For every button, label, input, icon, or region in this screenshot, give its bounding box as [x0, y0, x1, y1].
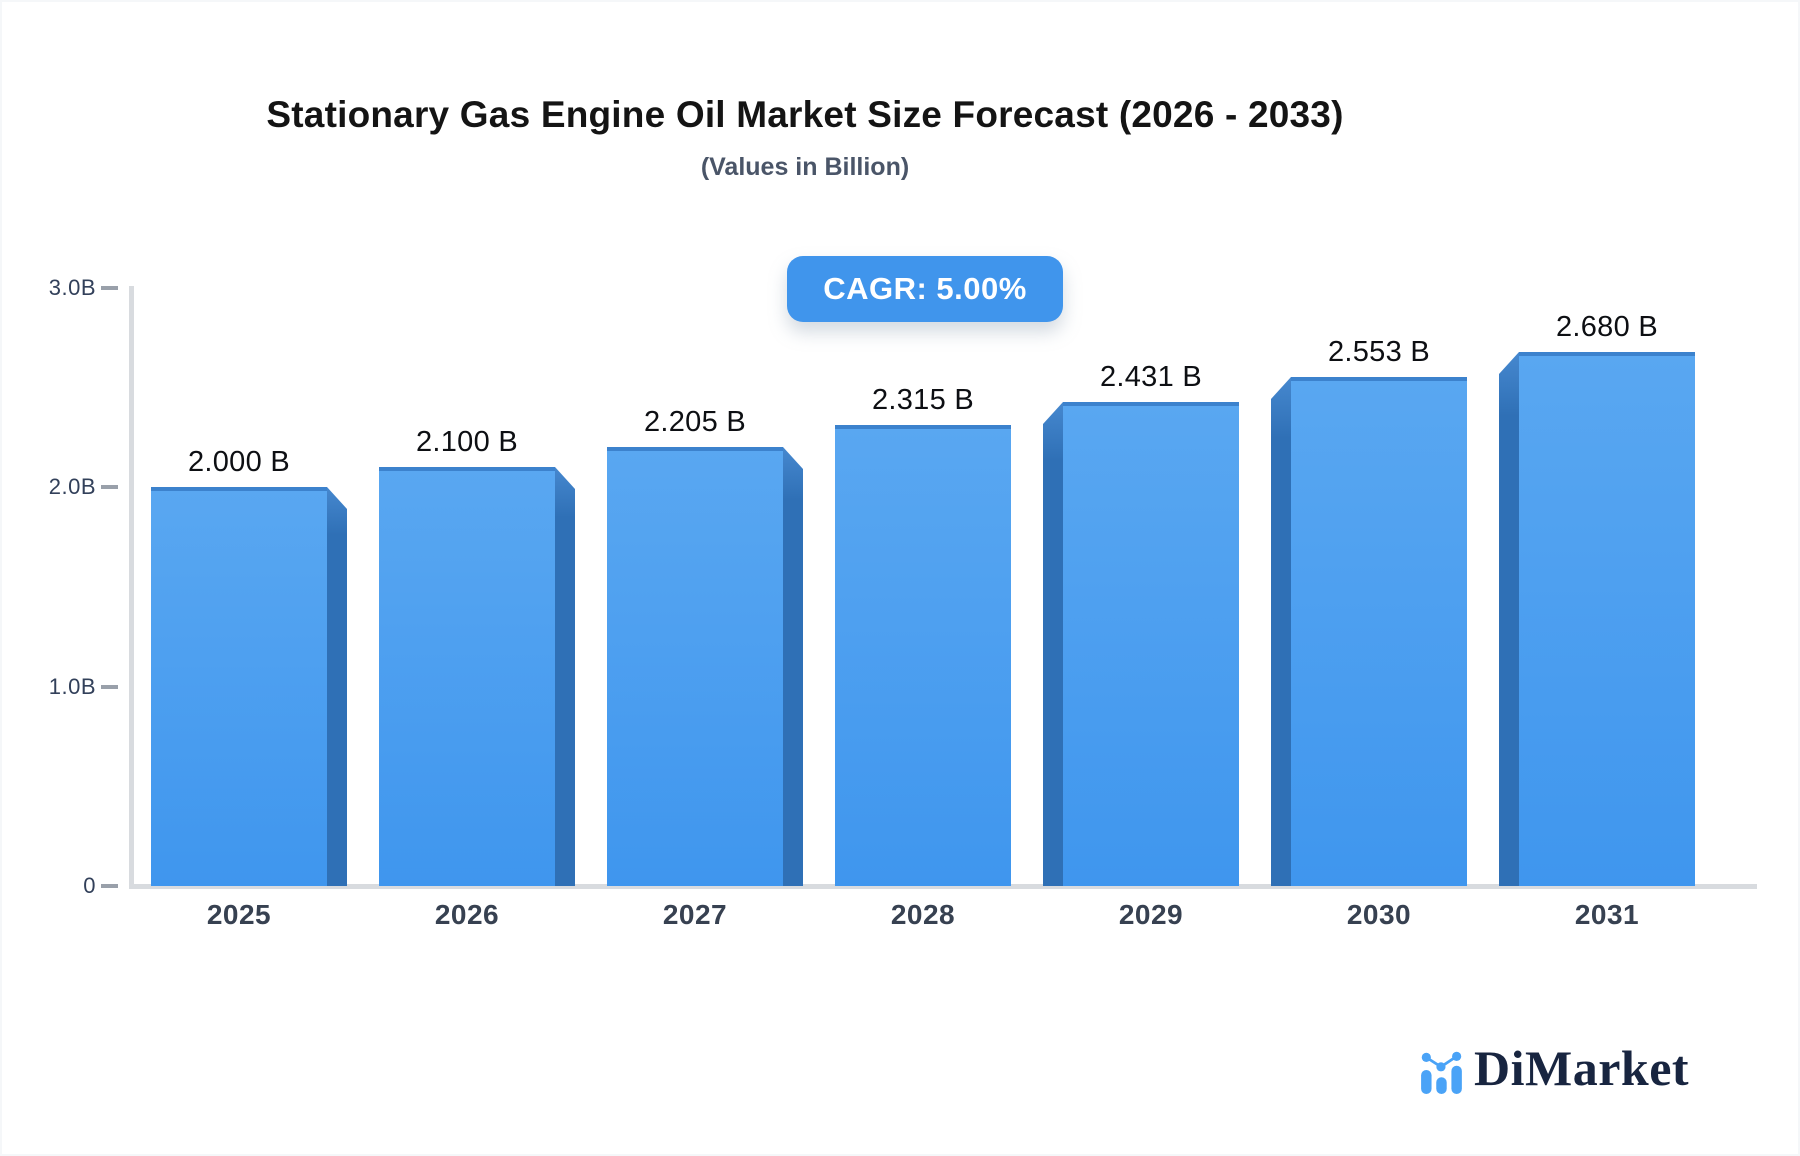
cagr-badge-label: CAGR: 5.00% [823, 271, 1027, 306]
bar-value-label: 2.553 B [1327, 336, 1431, 368]
bar-2027 [607, 447, 783, 886]
y-axis-line [129, 286, 134, 887]
chart-title: Stationary Gas Engine Oil Market Size Fo… [266, 94, 1344, 135]
bar-2031 [1519, 352, 1695, 886]
bar-3d-side-2026 [555, 467, 575, 886]
bar-value-label: 2.431 B [1099, 361, 1203, 393]
x-axis-label-2030: 2030 [1346, 899, 1412, 930]
bar-3d-side-2027 [783, 447, 803, 886]
bar-value-label: 2.205 B [643, 406, 747, 438]
bar-3d-side-2025 [327, 487, 347, 886]
brand-logo: DiMarket [1420, 1040, 1689, 1096]
bar-value-label: 2.315 B [871, 384, 975, 416]
y-tick-dash [101, 685, 118, 689]
bar-3d-side-2029 [1043, 402, 1063, 886]
chart-header: Stationary Gas Engine Oil Market Size Fo… [5, 94, 1605, 182]
y-tick-label: 2.0B [48, 474, 96, 499]
bar-2025 [151, 487, 327, 886]
y-tick-label: 3.0B [48, 275, 96, 300]
bar-value-label: 2.000 B [187, 446, 291, 478]
bar-chart-logo-icon [1421, 1051, 1462, 1094]
bar-value-label: 2.100 B [415, 426, 519, 458]
bar-2030 [1291, 377, 1467, 886]
y-tick-label: 1.0B [48, 674, 96, 699]
x-axis-line [129, 884, 1757, 889]
bar-value-label: 2.680 B [1555, 311, 1659, 343]
x-axis-label-2026: 2026 [434, 899, 500, 930]
bar-3d-side-2031 [1499, 352, 1519, 886]
x-axis-label-2029: 2029 [1118, 899, 1184, 930]
x-axis-label-2028: 2028 [890, 899, 956, 930]
bar-2029 [1063, 402, 1239, 886]
bar-3d-side-2030 [1271, 377, 1291, 886]
y-tick-dash [101, 884, 118, 888]
y-tick-label: 0 [83, 873, 96, 898]
x-axis-label-2027: 2027 [662, 899, 728, 930]
x-axis-label-2031: 2031 [1574, 899, 1640, 930]
chart-subtitle: (Values in Billion) [700, 153, 910, 181]
bar-2026 [379, 467, 555, 886]
x-axis-label-2025: 2025 [206, 899, 272, 930]
bar-2028 [835, 425, 1011, 886]
y-tick-dash [101, 286, 118, 290]
y-tick-dash [101, 485, 118, 489]
brand-logo-text: DiMarket [1474, 1040, 1690, 1096]
cagr-badge: CAGR: 5.00% [787, 256, 1063, 322]
